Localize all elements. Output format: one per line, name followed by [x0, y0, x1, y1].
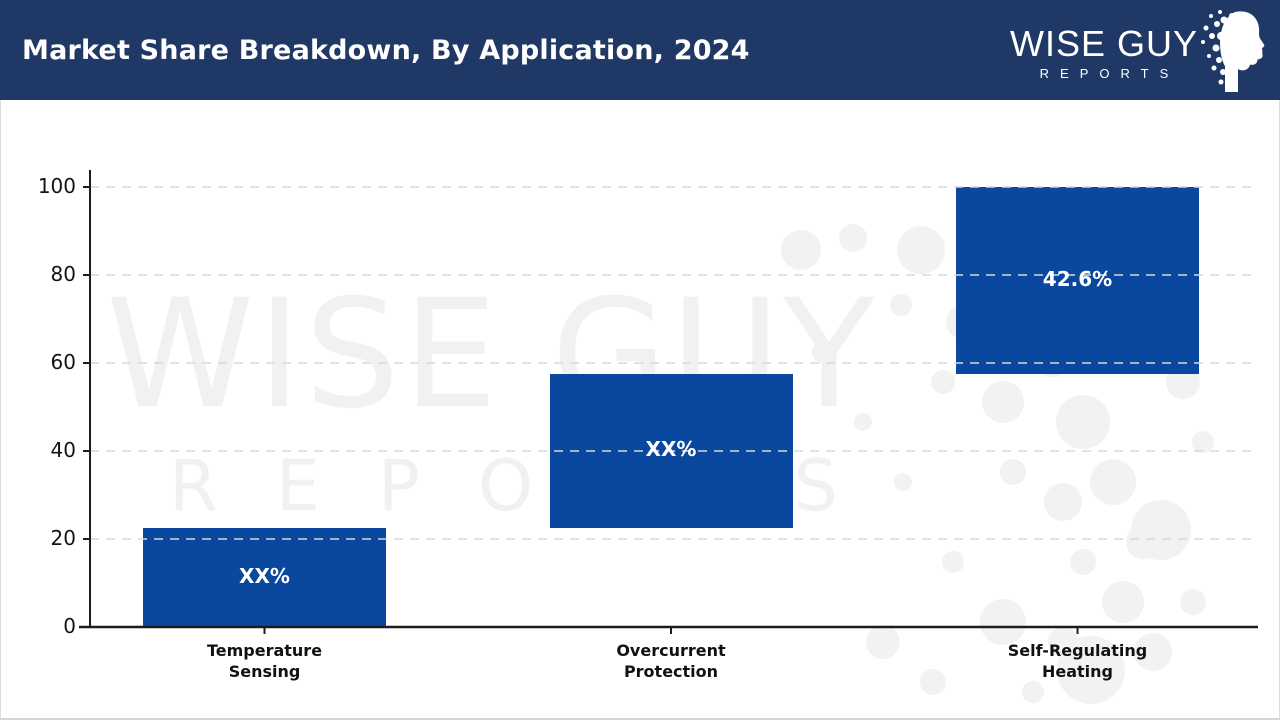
logo-subtitle: REPORTS: [1039, 65, 1180, 81]
y-axis-tick-label: 40: [50, 438, 76, 462]
y-axis-tick-label: 60: [50, 350, 76, 374]
y-axis-tick-label: 0: [63, 614, 76, 638]
x-axis-label-temperature-sensing: Temperature Sensing: [206, 641, 323, 681]
y-axis-tick-label: 20: [50, 526, 76, 550]
logo-text: WISE GUY REPORTS: [1009, 22, 1198, 81]
x-axis-label-self-regulating-heating: Self-Regulating Heating: [1007, 641, 1148, 681]
waterfall-chart: WISE GUY REPORTS XX% XX% 42.6% 0 20 40 60 80 100…: [1, 100, 1280, 720]
y-axis-tick-label: 80: [50, 262, 76, 286]
logo-face-icon: [1200, 8, 1266, 96]
bar-temperature-sensing: [143, 528, 386, 627]
y-axis-tick-label: 100: [37, 174, 76, 198]
bar-value-label: XX%: [645, 437, 697, 462]
logo-wordmark: WISE GUY: [1009, 22, 1198, 64]
wiseguy-logo: WISE GUY REPORTS: [1010, 8, 1266, 96]
bar-value-label: 42.6%: [1042, 266, 1113, 291]
bar-self-regulating-heating: [956, 187, 1199, 375]
page-title: Market Share Breakdown, By Application, …: [22, 34, 750, 66]
x-axis-label-overcurrent-protection: Overcurrent Protection: [616, 641, 726, 681]
bar-value-label: XX%: [239, 563, 290, 588]
header-bar: Market Share Breakdown, By Application, …: [0, 0, 1280, 100]
